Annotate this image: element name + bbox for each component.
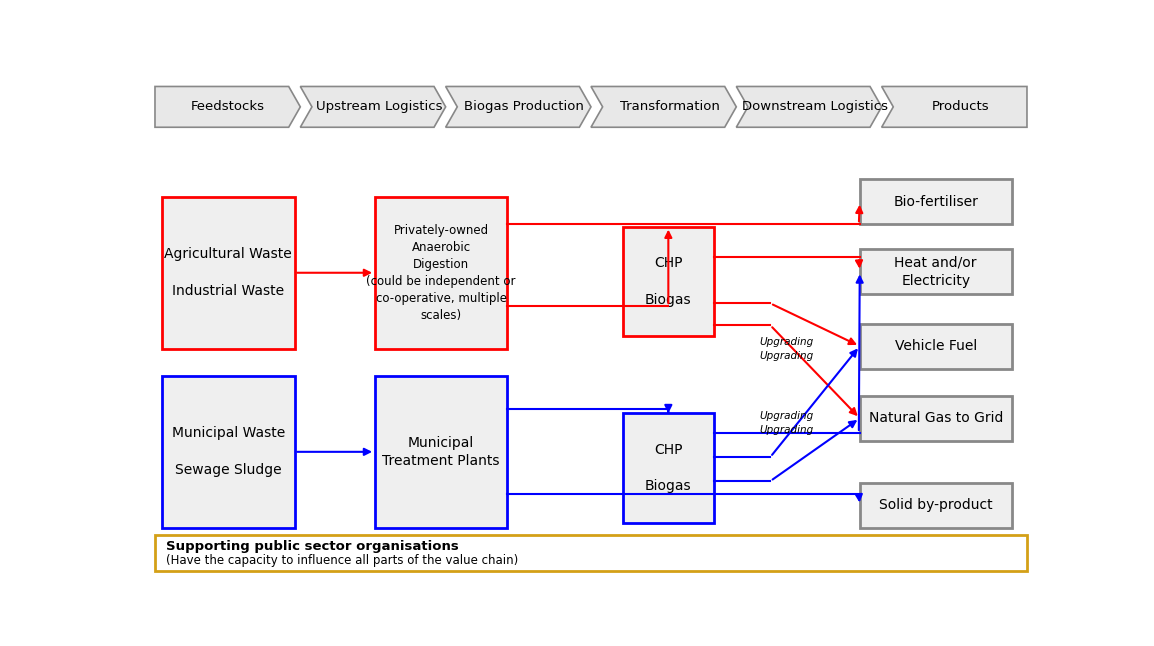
Text: Natural Gas to Grid: Natural Gas to Grid	[869, 412, 1003, 425]
Text: (Have the capacity to influence all parts of the value chain): (Have the capacity to influence all part…	[166, 554, 518, 567]
Text: Heat and/or
Electricity: Heat and/or Electricity	[894, 255, 977, 287]
Text: CHP

Biogas: CHP Biogas	[645, 256, 691, 307]
FancyBboxPatch shape	[623, 227, 714, 336]
Text: CHP

Biogas: CHP Biogas	[645, 443, 691, 494]
Text: Downstream Logistics: Downstream Logistics	[742, 100, 887, 113]
FancyBboxPatch shape	[375, 376, 508, 528]
Polygon shape	[882, 87, 1027, 127]
Text: Supporting public sector organisations: Supporting public sector organisations	[166, 540, 458, 553]
FancyBboxPatch shape	[860, 249, 1012, 294]
Text: Municipal
Treatment Plants: Municipal Treatment Plants	[382, 435, 500, 468]
Text: Biogas Production: Biogas Production	[464, 100, 584, 113]
FancyBboxPatch shape	[155, 535, 1027, 571]
FancyBboxPatch shape	[860, 324, 1012, 368]
FancyBboxPatch shape	[860, 483, 1012, 528]
Polygon shape	[155, 87, 300, 127]
Text: Municipal Waste

Sewage Sludge: Municipal Waste Sewage Sludge	[172, 426, 285, 477]
FancyBboxPatch shape	[375, 197, 508, 349]
Text: Privately-owned
Anaerobic
Digestion
(could be independent or
co-operative, multi: Privately-owned Anaerobic Digestion (cou…	[367, 224, 516, 322]
FancyBboxPatch shape	[860, 180, 1012, 224]
Text: Upstream Logistics: Upstream Logistics	[315, 100, 442, 113]
Polygon shape	[591, 87, 736, 127]
Text: Products: Products	[931, 100, 989, 113]
FancyBboxPatch shape	[162, 376, 294, 528]
Text: Upgrading: Upgrading	[759, 351, 814, 361]
Text: Agricultural Waste

Industrial Waste: Agricultural Waste Industrial Waste	[164, 247, 292, 298]
FancyBboxPatch shape	[162, 197, 294, 349]
Polygon shape	[300, 87, 445, 127]
Polygon shape	[445, 87, 591, 127]
Text: Transformation: Transformation	[620, 100, 719, 113]
Text: Bio-fertiliser: Bio-fertiliser	[893, 195, 979, 209]
FancyBboxPatch shape	[860, 396, 1012, 441]
FancyBboxPatch shape	[623, 413, 714, 523]
Text: Feedstocks: Feedstocks	[190, 100, 264, 113]
Text: Upgrading: Upgrading	[759, 411, 814, 421]
Polygon shape	[736, 87, 882, 127]
Text: Upgrading: Upgrading	[759, 337, 814, 347]
Text: Upgrading: Upgrading	[759, 424, 814, 435]
Text: Vehicle Fuel: Vehicle Fuel	[894, 339, 977, 353]
Text: Solid by-product: Solid by-product	[879, 498, 992, 512]
